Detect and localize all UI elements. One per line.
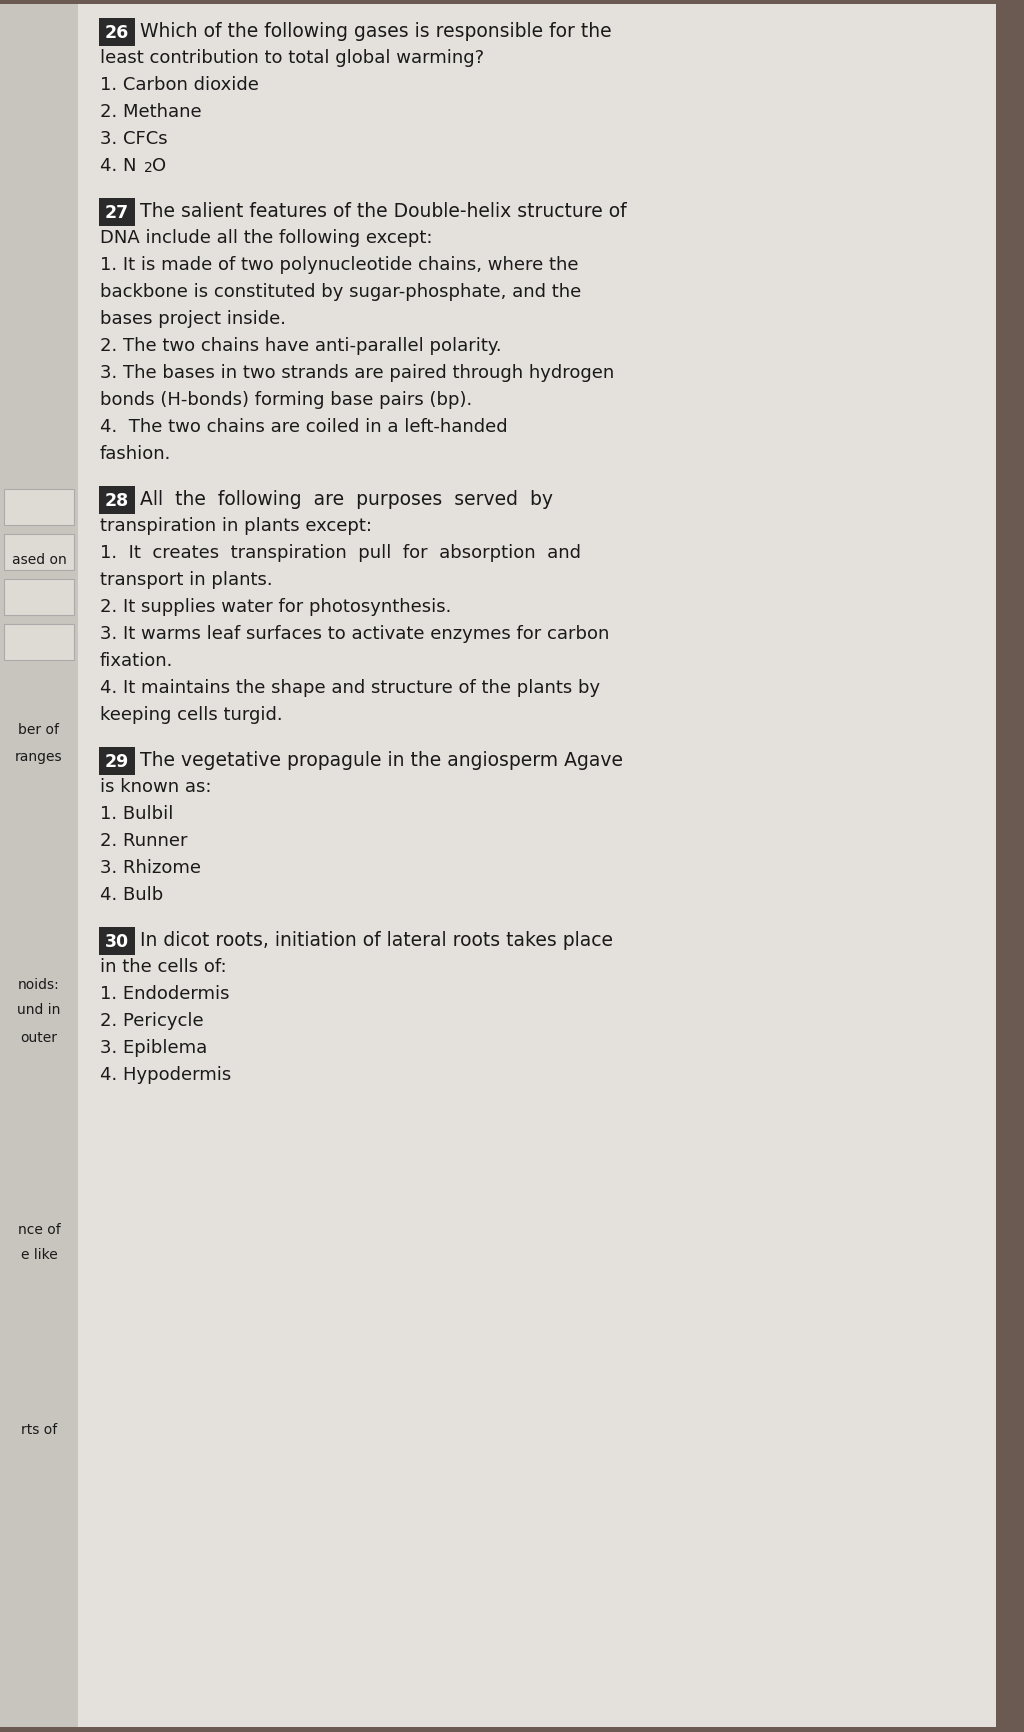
- Text: e like: e like: [20, 1247, 57, 1261]
- Text: 2. Runner: 2. Runner: [100, 831, 187, 849]
- Text: 3. Epiblema: 3. Epiblema: [100, 1039, 207, 1057]
- Text: bases project inside.: bases project inside.: [100, 310, 286, 327]
- FancyBboxPatch shape: [4, 490, 74, 527]
- Text: 2. The two chains have anti-parallel polarity.: 2. The two chains have anti-parallel pol…: [100, 336, 502, 355]
- FancyBboxPatch shape: [78, 5, 996, 1727]
- FancyBboxPatch shape: [99, 19, 135, 47]
- Text: 4. N: 4. N: [100, 158, 136, 175]
- Text: All  the  following  are  purposes  served  by: All the following are purposes served by: [140, 490, 553, 509]
- Text: ased on: ased on: [11, 553, 67, 566]
- Text: 4.  The two chains are coiled in a left-handed: 4. The two chains are coiled in a left-h…: [100, 417, 508, 436]
- Text: outer: outer: [20, 1031, 57, 1044]
- FancyBboxPatch shape: [99, 487, 135, 514]
- FancyBboxPatch shape: [4, 535, 74, 570]
- Text: The salient features of the Double-helix structure of: The salient features of the Double-helix…: [140, 203, 627, 222]
- Text: 27: 27: [104, 204, 129, 222]
- Text: Which of the following gases is responsible for the: Which of the following gases is responsi…: [140, 23, 611, 42]
- Text: rts of: rts of: [20, 1422, 57, 1436]
- FancyBboxPatch shape: [4, 625, 74, 660]
- Text: 28: 28: [104, 492, 129, 509]
- Text: 4. Hypodermis: 4. Hypodermis: [100, 1065, 231, 1084]
- Text: 2: 2: [144, 161, 153, 175]
- Text: is known as:: is known as:: [100, 778, 212, 795]
- Text: 4. Bulb: 4. Bulb: [100, 885, 163, 904]
- FancyBboxPatch shape: [99, 199, 135, 227]
- Text: bonds (H-bonds) forming base pairs (bp).: bonds (H-bonds) forming base pairs (bp).: [100, 391, 472, 409]
- Text: DNA include all the following except:: DNA include all the following except:: [100, 229, 432, 248]
- Text: 3. CFCs: 3. CFCs: [100, 130, 168, 147]
- Text: fashion.: fashion.: [100, 445, 171, 462]
- Text: 3. Rhizome: 3. Rhizome: [100, 859, 201, 876]
- Text: ber of: ber of: [18, 722, 59, 736]
- Text: 3. The bases in two strands are paired through hydrogen: 3. The bases in two strands are paired t…: [100, 364, 614, 381]
- Text: und in: und in: [17, 1003, 60, 1017]
- Text: 2. It supplies water for photosynthesis.: 2. It supplies water for photosynthesis.: [100, 598, 452, 615]
- Text: keeping cells turgid.: keeping cells turgid.: [100, 705, 283, 724]
- FancyBboxPatch shape: [4, 580, 74, 615]
- Text: O: O: [152, 158, 166, 175]
- Text: 1. Endodermis: 1. Endodermis: [100, 984, 229, 1003]
- Text: 2. Methane: 2. Methane: [100, 102, 202, 121]
- Text: 30: 30: [104, 932, 129, 951]
- Text: 3. It warms leaf surfaces to activate enzymes for carbon: 3. It warms leaf surfaces to activate en…: [100, 625, 609, 643]
- FancyBboxPatch shape: [99, 927, 135, 956]
- Text: 1. Carbon dioxide: 1. Carbon dioxide: [100, 76, 259, 94]
- Text: noids:: noids:: [18, 977, 59, 991]
- Text: The vegetative propagule in the angiosperm Agave: The vegetative propagule in the angiospe…: [140, 750, 623, 769]
- Text: backbone is constituted by sugar-phosphate, and the: backbone is constituted by sugar-phospha…: [100, 282, 582, 301]
- Text: in the cells of:: in the cells of:: [100, 958, 226, 975]
- Text: 26: 26: [104, 24, 129, 42]
- FancyBboxPatch shape: [99, 748, 135, 776]
- Text: In dicot roots, initiation of lateral roots takes place: In dicot roots, initiation of lateral ro…: [140, 930, 613, 949]
- Text: 2. Pericycle: 2. Pericycle: [100, 1011, 204, 1029]
- Text: 1. It is made of two polynucleotide chains, where the: 1. It is made of two polynucleotide chai…: [100, 256, 579, 274]
- Text: fixation.: fixation.: [100, 651, 173, 670]
- Text: nce of: nce of: [17, 1223, 60, 1237]
- Text: least contribution to total global warming?: least contribution to total global warmi…: [100, 48, 484, 68]
- Text: 4. It maintains the shape and structure of the plants by: 4. It maintains the shape and structure …: [100, 679, 600, 696]
- Text: transpiration in plants except:: transpiration in plants except:: [100, 516, 372, 535]
- Text: ranges: ranges: [15, 750, 62, 764]
- Text: 29: 29: [104, 753, 129, 771]
- Text: 1.  It  creates  transpiration  pull  for  absorption  and: 1. It creates transpiration pull for abs…: [100, 544, 581, 561]
- Text: 1. Bulbil: 1. Bulbil: [100, 805, 173, 823]
- Text: transport in plants.: transport in plants.: [100, 570, 272, 589]
- FancyBboxPatch shape: [0, 5, 78, 1727]
